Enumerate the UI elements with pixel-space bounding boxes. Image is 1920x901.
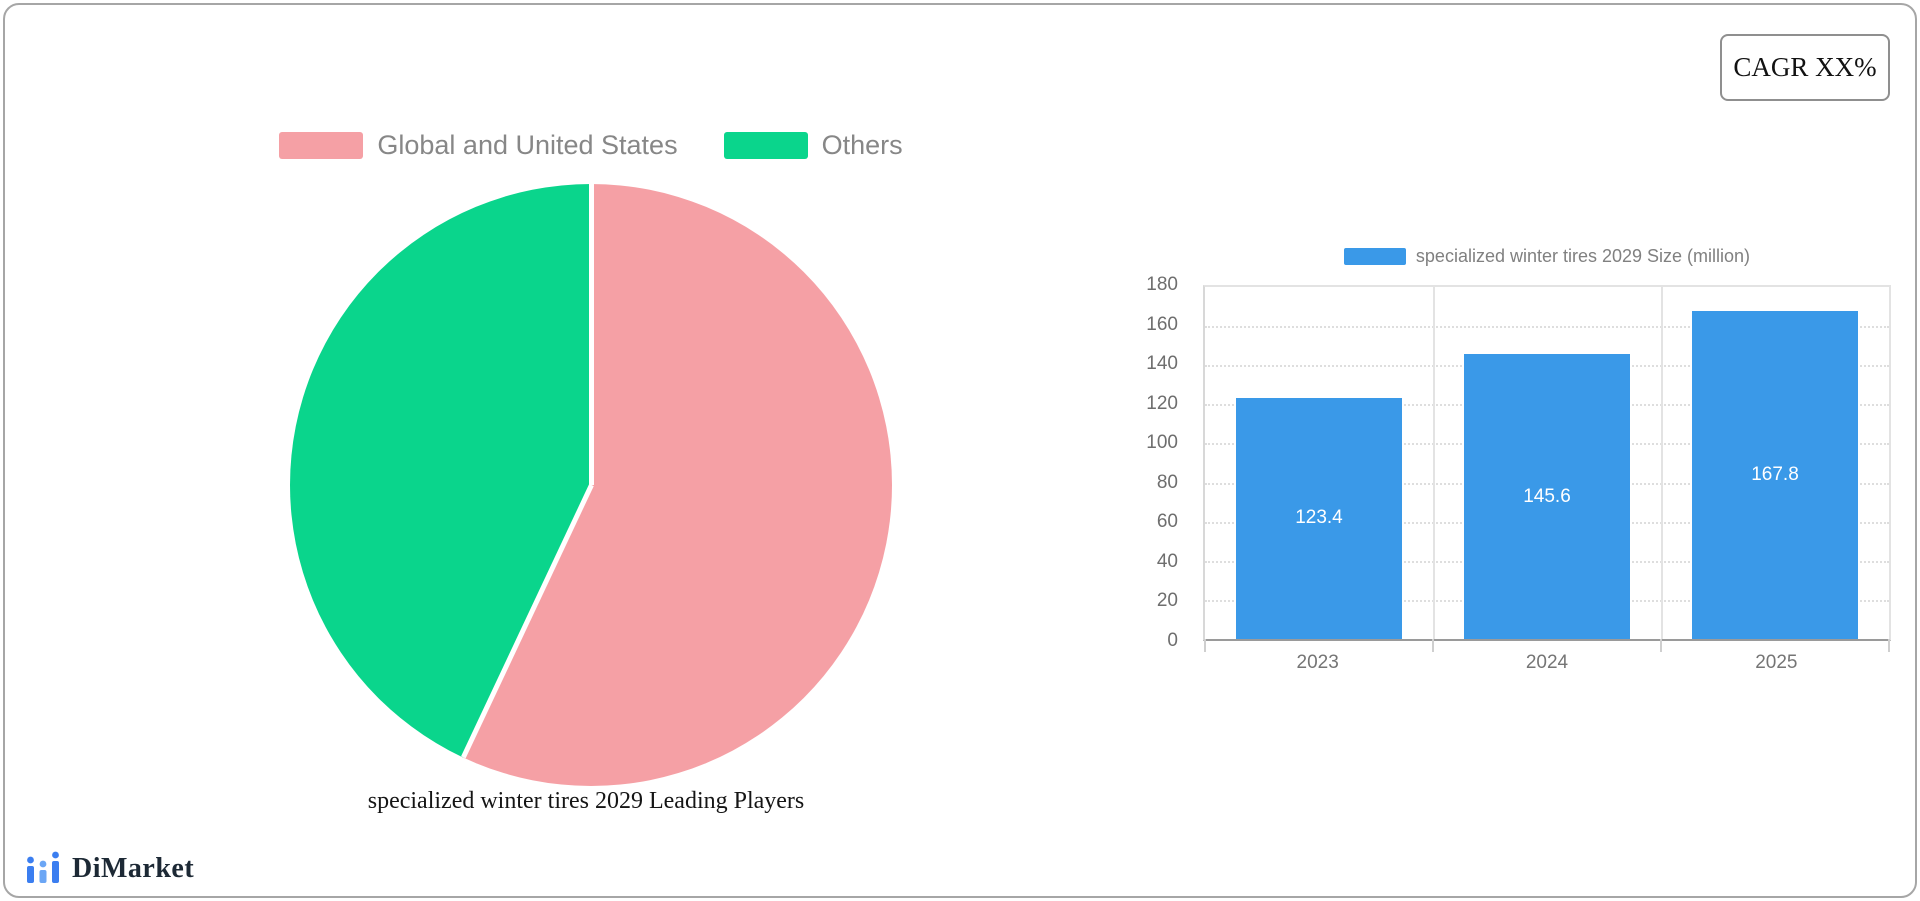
bar-2024: 145.6 bbox=[1464, 354, 1630, 639]
bar-x-axis: 2023 2024 2025 bbox=[1203, 652, 1891, 676]
pie-legend-swatch bbox=[723, 132, 808, 159]
y-axis-tick-label: 180 bbox=[1146, 274, 1178, 295]
pie-legend-item: Others bbox=[723, 130, 903, 161]
bar-legend-label: specialized winter tires 2029 Size (mill… bbox=[1415, 246, 1751, 266]
brand-logo: DiMarket bbox=[24, 851, 194, 887]
pie-legend-label: Others bbox=[821, 130, 903, 160]
pie-legend-item: Global and United States bbox=[279, 130, 678, 161]
y-axis-tick-label: 80 bbox=[1156, 471, 1178, 493]
y-axis-tick-label: 120 bbox=[1146, 392, 1178, 414]
y-axis-tick-label: 100 bbox=[1146, 432, 1178, 454]
x-axis-category-label: 2024 bbox=[1525, 652, 1569, 673]
bar-y-axis: 0 20 40 60 80 100 120 140 160 180 bbox=[1061, 274, 1191, 651]
bar-value-label: 167.8 bbox=[1751, 463, 1799, 485]
x-axis-tick bbox=[1888, 639, 1890, 652]
v-gridline bbox=[1661, 287, 1663, 639]
pie-legend: Global and United States Others bbox=[0, 130, 1182, 161]
y-axis-tick-label: 60 bbox=[1156, 511, 1178, 533]
y-axis-tick-label: 20 bbox=[1156, 590, 1178, 612]
h-gridline bbox=[1205, 326, 1889, 329]
bar-chart-logo-icon bbox=[27, 851, 59, 883]
pie-legend-label: Global and United States bbox=[377, 130, 678, 160]
x-axis-tick bbox=[1431, 639, 1434, 652]
v-gridline bbox=[1433, 287, 1435, 639]
bar-value-label: 123.4 bbox=[1295, 507, 1343, 529]
cagr-label: CAGR XX% bbox=[1733, 52, 1877, 82]
y-axis-tick-label: 140 bbox=[1146, 353, 1178, 375]
bar-value-label: 145.6 bbox=[1523, 485, 1571, 507]
bar-legend: specialized winter tires 2029 Size (mill… bbox=[1203, 246, 1891, 267]
y-axis-tick-label: 0 bbox=[1167, 630, 1178, 651]
x-axis-tick bbox=[1659, 639, 1662, 652]
cagr-badge: CAGR XX% bbox=[1720, 34, 1890, 101]
y-axis-tick-label: 160 bbox=[1146, 313, 1178, 335]
pie-chart bbox=[290, 184, 892, 786]
brand-name: DiMarket bbox=[72, 853, 195, 884]
pie-legend-swatch bbox=[279, 132, 364, 159]
y-axis-tick-label: 40 bbox=[1156, 550, 1178, 572]
bar-2023: 123.4 bbox=[1235, 397, 1402, 639]
pie-slice-border bbox=[588, 184, 594, 485]
x-axis-tick bbox=[1204, 639, 1206, 652]
bar-2025: 167.8 bbox=[1692, 310, 1858, 639]
pie-chart-title: specialized winter tires 2029 Leading Pl… bbox=[367, 788, 805, 814]
x-axis-category-label: 2023 bbox=[1296, 652, 1339, 673]
x-axis-category-label: 2025 bbox=[1755, 652, 1798, 673]
bar-legend-swatch bbox=[1343, 248, 1406, 265]
bar-plot-area: 123.4 145.6 167.8 bbox=[1203, 285, 1891, 652]
